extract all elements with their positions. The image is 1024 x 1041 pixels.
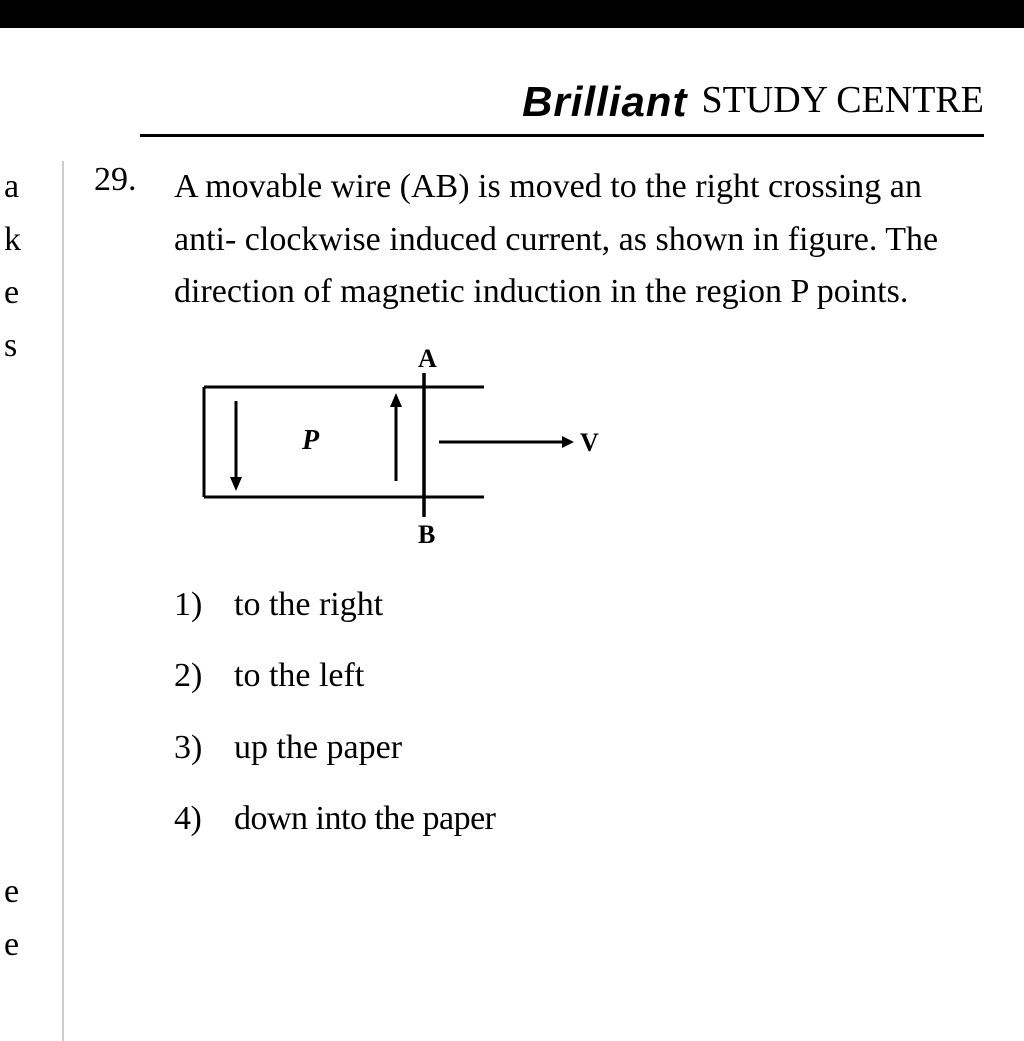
label-b: B [418, 520, 435, 549]
option-text: to the left [234, 640, 984, 711]
margin-char: e [4, 267, 44, 320]
margin-char: e [4, 919, 19, 972]
header: Brilliant STUDY CENTRE [0, 28, 1024, 126]
option-2: 2) to the left [174, 640, 984, 711]
margin-char: k [4, 214, 44, 267]
circuit-svg: A B P V [174, 349, 614, 549]
options-list: 1) to the right 2) to the left 3) up the… [174, 569, 984, 855]
question-row: 29. A movable wire (AB) is moved to the … [94, 161, 984, 319]
velocity-arrow-head [562, 436, 574, 448]
question-column: 29. A movable wire (AB) is moved to the … [94, 161, 984, 1041]
margin-char: a [4, 161, 44, 214]
option-number: 3) [174, 712, 234, 783]
option-4: 4) down into the paper [174, 783, 984, 854]
margin-char: e [4, 866, 19, 919]
option-number: 2) [174, 640, 234, 711]
margin-char: s [4, 320, 44, 373]
top-black-bar [0, 0, 1024, 28]
current-arrow-right-head [390, 393, 402, 407]
circuit-figure: A B P V [174, 349, 614, 539]
content: a k e s 29. A movable wire (AB) is moved… [0, 137, 1024, 1041]
figure-container: A B P V [174, 349, 984, 539]
option-1: 1) to the right [174, 569, 984, 640]
brand-label: STUDY CENTRE [701, 78, 984, 122]
option-text: up the paper [234, 712, 984, 783]
option-text: down into the paper [234, 783, 984, 854]
option-3: 3) up the paper [174, 712, 984, 783]
bottom-margin-letters: e e [4, 866, 19, 972]
current-arrow-left-head [230, 477, 242, 491]
label-p: P [301, 425, 320, 456]
vertical-divider [62, 161, 64, 1041]
brand-logo: Brilliant [522, 78, 687, 126]
label-a: A [418, 349, 437, 373]
question-text: A movable wire (AB) is moved to the righ… [174, 161, 984, 319]
option-text: to the right [234, 569, 984, 640]
option-number: 1) [174, 569, 234, 640]
question-number: 29. [94, 161, 174, 319]
label-v: V [580, 428, 599, 457]
option-number: 4) [174, 783, 234, 854]
